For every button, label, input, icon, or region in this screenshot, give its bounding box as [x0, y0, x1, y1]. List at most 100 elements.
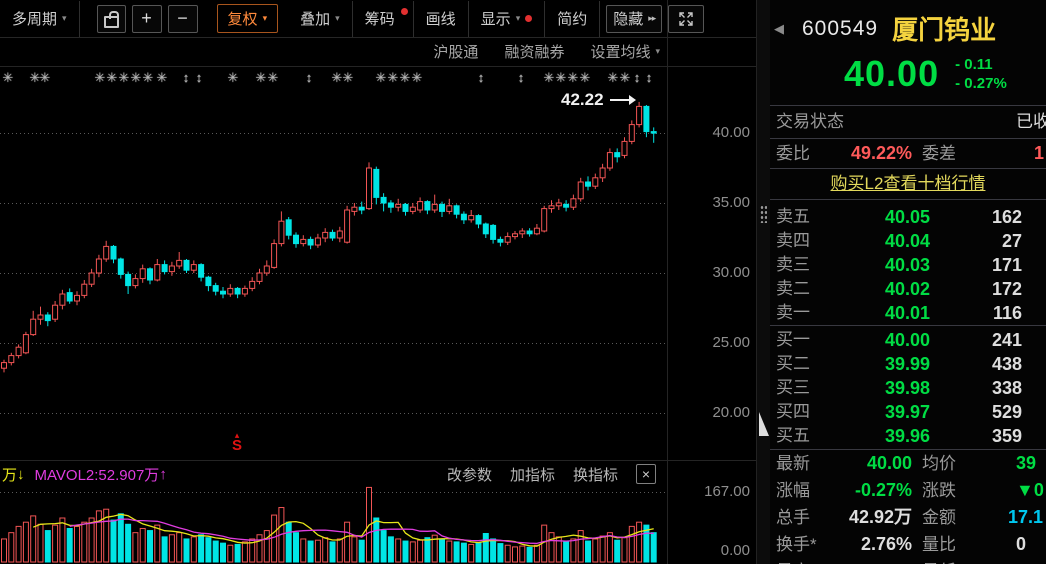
divider	[770, 199, 1046, 200]
event-burst-icon[interactable]: ✳	[579, 70, 591, 85]
mavol1-label-fragment: 万	[2, 466, 18, 484]
event-burst-icon[interactable]: ✳	[106, 70, 118, 85]
stock-name: 厦门钨业	[892, 15, 997, 45]
ask-level-row[interactable]: 卖二 40.02 172	[770, 277, 1046, 301]
weibi-label: 委比	[776, 144, 810, 163]
chips-button[interactable]: 筹码	[353, 0, 414, 37]
event-burst-icon[interactable]: ✳	[331, 70, 343, 85]
divider	[770, 105, 1046, 106]
event-updown-icon[interactable]: ↕	[645, 70, 653, 85]
zoom-in-button[interactable]: +	[131, 4, 162, 33]
level-label: 买三	[776, 378, 810, 397]
event-burst-icon[interactable]: ✳	[255, 70, 267, 85]
stat-label-2: 最低	[922, 558, 956, 564]
panel-collapse-arrow[interactable]	[759, 412, 769, 436]
splitter-grip-handle[interactable]	[760, 205, 767, 223]
bid-level-row[interactable]: 买一 40.00 241	[770, 328, 1046, 352]
close-indicator-button[interactable]: ×	[636, 464, 656, 484]
hgt-tag[interactable]: 沪股通	[433, 41, 478, 62]
bid-level-row[interactable]: 买四 39.97 529	[770, 400, 1046, 424]
event-updown-icon[interactable]: ↕	[305, 70, 313, 85]
event-burst-icon[interactable]: ✳	[567, 70, 579, 85]
event-burst-icon[interactable]: ✳	[555, 70, 567, 85]
collapse-left-icon[interactable]: ◀	[774, 20, 784, 36]
overlay-label: 叠加	[300, 11, 331, 28]
bid-level-row[interactable]: 买二 39.99 438	[770, 352, 1046, 376]
level-volume: 338	[991, 378, 1022, 398]
fuquan-dropdown[interactable]: 复权 ▾	[216, 4, 279, 33]
divider	[0, 460, 756, 461]
ma-setting-dropdown[interactable]: 设置均线 ▾	[590, 41, 660, 62]
lock-button[interactable]	[96, 4, 126, 33]
event-updown-icon[interactable]: ↕	[517, 70, 525, 85]
stat-label-1: 最高	[776, 558, 810, 564]
ask-level-row[interactable]: 卖四 40.04 27	[770, 229, 1046, 253]
stat-label-1: 涨幅	[776, 481, 810, 500]
stat-label-2: 均价	[922, 454, 956, 473]
buy-l2-link[interactable]: 购买L2查看十档行情	[830, 174, 986, 193]
level-volume: 171	[991, 255, 1022, 275]
display-dropdown[interactable]: 显示 ▾	[469, 0, 546, 37]
event-updown-icon[interactable]: ↕	[477, 70, 485, 85]
bid-levels: 买一 40.00 241 买二 39.99 438 买三 39.98 338 买四 39.97 529…	[770, 326, 1046, 449]
level-price: 40.02	[884, 279, 930, 299]
weicha-value: 1	[1034, 143, 1045, 163]
peak-value: 42.22	[561, 90, 604, 109]
double-arrow-right-icon: ▸▸	[648, 13, 656, 23]
event-updown-icon[interactable]: ↕	[195, 70, 203, 85]
event-burst-icon[interactable]: ✳	[619, 70, 631, 85]
close-icon: ×	[641, 466, 651, 482]
event-burst-icon[interactable]: ✳	[399, 70, 411, 85]
edit-params-button[interactable]: 改参数	[446, 466, 492, 484]
quote-header: ◀ 600549 厦门钨业 40.00 - 0.11 - 0.27%	[770, 0, 1046, 105]
stock-code: 600549	[802, 16, 879, 40]
event-burst-icon[interactable]: ✳	[29, 70, 41, 85]
event-burst-icon[interactable]: ✳	[227, 70, 239, 85]
switch-indicator-button[interactable]: 换指标	[572, 466, 618, 484]
event-burst-icon[interactable]: ✳	[94, 70, 106, 85]
simple-mode-button[interactable]: 简约	[545, 0, 601, 37]
event-updown-icon[interactable]: ↕	[633, 70, 641, 85]
event-burst-icon[interactable]: ✳	[375, 70, 387, 85]
event-burst-icon[interactable]: ✳	[411, 70, 423, 85]
display-label: 显示	[480, 11, 511, 28]
price-axis-label: 25.00	[712, 334, 750, 351]
event-burst-icon[interactable]: ✳	[543, 70, 555, 85]
candlestick-chart-canvas[interactable]	[0, 0, 756, 564]
ask-level-row[interactable]: 卖一 40.01 116	[770, 301, 1046, 325]
period-dropdown[interactable]: 多周期 ▾	[0, 0, 80, 37]
stat-label-1: 总手	[776, 508, 810, 527]
level-label: 卖二	[776, 279, 810, 298]
event-burst-icon[interactable]: ✳	[342, 70, 354, 85]
draw-line-button[interactable]: 画线	[414, 0, 469, 37]
event-burst-icon[interactable]: ✳	[267, 70, 279, 85]
ask-level-row[interactable]: 卖五 40.05 162	[770, 205, 1046, 229]
event-burst-icon[interactable]: ✳	[39, 70, 51, 85]
bid-level-row[interactable]: 买五 39.96 359	[770, 424, 1046, 448]
fullscreen-button[interactable]	[668, 4, 705, 33]
stat-value-2: 39	[1016, 453, 1037, 473]
event-burst-icon[interactable]: ✳	[2, 70, 14, 85]
event-burst-icon[interactable]: ✳	[130, 70, 142, 85]
stat-row: 总手 42.92万 金额 17.1	[770, 504, 1046, 531]
event-updown-icon[interactable]: ↕	[182, 70, 190, 85]
hide-button[interactable]: 隐藏 ▸▸	[606, 4, 663, 33]
simple-mode-label: 简约	[557, 11, 588, 28]
rzrq-tag[interactable]: 融资融券	[504, 41, 564, 62]
up-arrow-icon: ↑	[159, 465, 167, 483]
ask-level-row[interactable]: 卖三 40.03 171	[770, 253, 1046, 277]
sub-toolbar: 沪股通 融资融券 设置均线 ▾	[0, 38, 660, 65]
event-burst-icon[interactable]: ✳	[118, 70, 130, 85]
event-burst-icon[interactable]: ✳	[387, 70, 399, 85]
level-label: 卖三	[776, 255, 810, 274]
event-burst-icon[interactable]: ✳	[156, 70, 168, 85]
overlay-dropdown[interactable]: 叠加 ▾	[288, 0, 353, 37]
volume-axis-label: 167.00	[704, 483, 750, 500]
zoom-out-button[interactable]: −	[167, 4, 198, 33]
add-indicator-button[interactable]: 加指标	[509, 466, 555, 484]
event-burst-icon[interactable]: ✳	[607, 70, 619, 85]
event-burst-icon[interactable]: ✳	[142, 70, 154, 85]
bid-level-row[interactable]: 买三 39.98 338	[770, 376, 1046, 400]
divider	[770, 325, 1046, 326]
stat-label-2: 量比	[922, 535, 956, 554]
